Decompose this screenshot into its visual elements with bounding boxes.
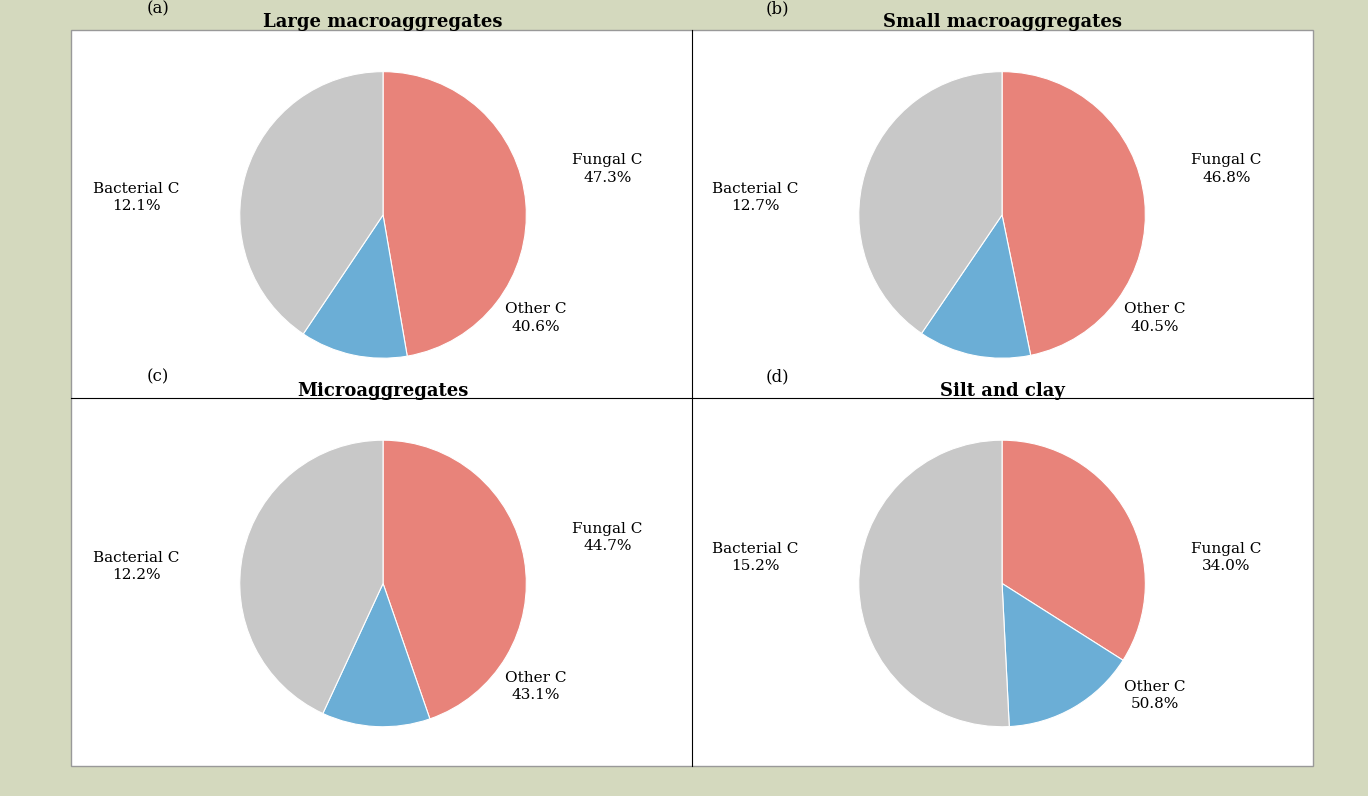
- Text: Fungal C
46.8%: Fungal C 46.8%: [1192, 154, 1261, 185]
- Text: Other C
40.6%: Other C 40.6%: [505, 302, 566, 334]
- Text: Other C
43.1%: Other C 43.1%: [505, 671, 566, 702]
- Text: Bacterial C
15.2%: Bacterial C 15.2%: [713, 542, 799, 573]
- Title: Silt and clay: Silt and clay: [940, 382, 1064, 400]
- Text: (d): (d): [766, 369, 789, 385]
- Text: Fungal C
47.3%: Fungal C 47.3%: [572, 154, 643, 185]
- Text: Other C
50.8%: Other C 50.8%: [1124, 680, 1185, 711]
- Wedge shape: [323, 583, 430, 727]
- Wedge shape: [859, 440, 1010, 727]
- Wedge shape: [383, 72, 527, 356]
- Wedge shape: [304, 215, 408, 358]
- Title: Microaggregates: Microaggregates: [297, 382, 469, 400]
- Wedge shape: [1001, 583, 1123, 727]
- Wedge shape: [239, 72, 383, 334]
- Title: Large macroaggregates: Large macroaggregates: [263, 14, 503, 32]
- Text: (c): (c): [146, 369, 170, 385]
- Text: Bacterial C
12.7%: Bacterial C 12.7%: [713, 182, 799, 213]
- Text: Fungal C
44.7%: Fungal C 44.7%: [572, 522, 643, 553]
- Wedge shape: [1001, 72, 1145, 355]
- Wedge shape: [859, 72, 1003, 334]
- Text: (a): (a): [146, 0, 170, 17]
- Wedge shape: [1001, 440, 1145, 660]
- Text: Bacterial C
12.1%: Bacterial C 12.1%: [93, 182, 179, 213]
- Text: Other C
40.5%: Other C 40.5%: [1124, 302, 1185, 334]
- Text: Bacterial C
12.2%: Bacterial C 12.2%: [93, 551, 179, 582]
- Text: (b): (b): [766, 0, 789, 17]
- Title: Small macroaggregates: Small macroaggregates: [882, 14, 1122, 32]
- Text: Fungal C
34.0%: Fungal C 34.0%: [1192, 542, 1261, 573]
- Wedge shape: [239, 440, 383, 713]
- Wedge shape: [383, 440, 527, 719]
- Wedge shape: [922, 215, 1030, 358]
